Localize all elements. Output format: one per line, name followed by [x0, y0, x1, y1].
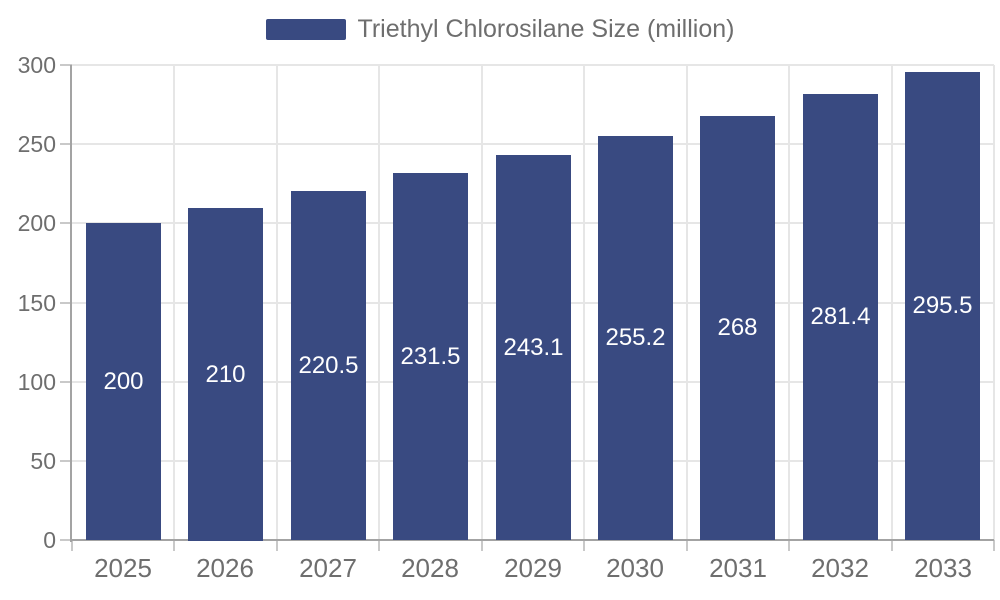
x-axis-tick-label: 2029 [504, 553, 562, 583]
vertical-gridline [481, 65, 483, 540]
bar-value-label: 231.5 [400, 342, 461, 370]
x-axis-tick-label: 2032 [811, 553, 869, 583]
x-axis-tick [993, 540, 995, 551]
legend-label[interactable]: Triethyl Chlorosilane Size (million) [357, 15, 735, 43]
y-axis-tick-label: 100 [17, 369, 56, 395]
bar-2030: 255.2 [598, 136, 673, 540]
x-axis-tick [891, 540, 893, 551]
y-axis-tick-label: 0 [43, 527, 56, 553]
vertical-gridline [276, 65, 278, 540]
vertical-gridline [891, 65, 893, 540]
legend-swatch[interactable] [265, 18, 346, 40]
horizontal-gridline [72, 143, 994, 145]
bar-value-label: 255.2 [605, 324, 666, 351]
y-axis-tick [60, 302, 72, 304]
bar-2026: 210 [188, 208, 263, 541]
x-axis-tick-label: 2026 [196, 553, 254, 583]
y-axis-tick-label: 150 [17, 290, 56, 316]
legend: Triethyl Chlorosilane Size (million) [0, 14, 1000, 44]
vertical-gridline [378, 65, 380, 540]
x-axis-tick-label: 2025 [94, 553, 152, 583]
y-axis-tick-label: 300 [17, 52, 56, 78]
y-axis-tick-label: 200 [17, 210, 56, 236]
bar-value-label: 220.5 [298, 351, 359, 379]
y-axis-tick [60, 143, 72, 145]
bar-2025: 200 [86, 223, 161, 540]
y-axis-tick [60, 539, 72, 541]
bar-value-label: 210 [205, 360, 246, 388]
x-axis-tick-label: 2027 [299, 553, 357, 583]
horizontal-gridline [72, 64, 994, 66]
x-axis-tick [173, 540, 175, 551]
x-axis-tick [378, 540, 380, 551]
bar-2031: 268 [700, 116, 775, 540]
y-axis-line [70, 65, 72, 542]
bar-value-label: 281.4 [810, 303, 871, 330]
bar-value-label: 243.1 [503, 333, 564, 361]
x-axis-tick-label: 2031 [709, 553, 767, 583]
bar-2027: 220.5 [291, 191, 366, 540]
x-axis-tick [583, 540, 585, 551]
y-axis-tick [60, 222, 72, 224]
y-axis-tick [60, 381, 72, 383]
x-axis-tick [71, 540, 73, 551]
x-axis-line [70, 539, 994, 541]
y-axis-tick [60, 460, 72, 462]
vertical-gridline [583, 65, 585, 540]
vertical-gridline [788, 65, 790, 540]
y-axis-tick-label: 50 [30, 448, 56, 474]
bar-value-label: 295.5 [912, 292, 973, 319]
vertical-gridline [173, 65, 175, 540]
bar-2028: 231.5 [393, 173, 468, 540]
x-axis-tick-label: 2033 [914, 553, 972, 583]
x-axis-tick [788, 540, 790, 551]
bar-2033: 295.5 [905, 72, 980, 540]
x-axis-tick-label: 2030 [606, 553, 664, 583]
x-axis-tick [276, 540, 278, 551]
bar-2029: 243.1 [496, 155, 571, 540]
x-axis-tick [481, 540, 483, 551]
vertical-gridline [686, 65, 688, 540]
y-axis-tick [60, 64, 72, 66]
vertical-gridline [993, 65, 995, 540]
bar-value-label: 268 [717, 314, 758, 341]
x-axis-tick [686, 540, 688, 551]
bar-value-label: 200 [103, 367, 144, 395]
x-axis-tick-label: 2028 [401, 553, 459, 583]
bar-2032: 281.4 [803, 94, 878, 540]
y-axis-tick-label: 250 [17, 131, 56, 157]
